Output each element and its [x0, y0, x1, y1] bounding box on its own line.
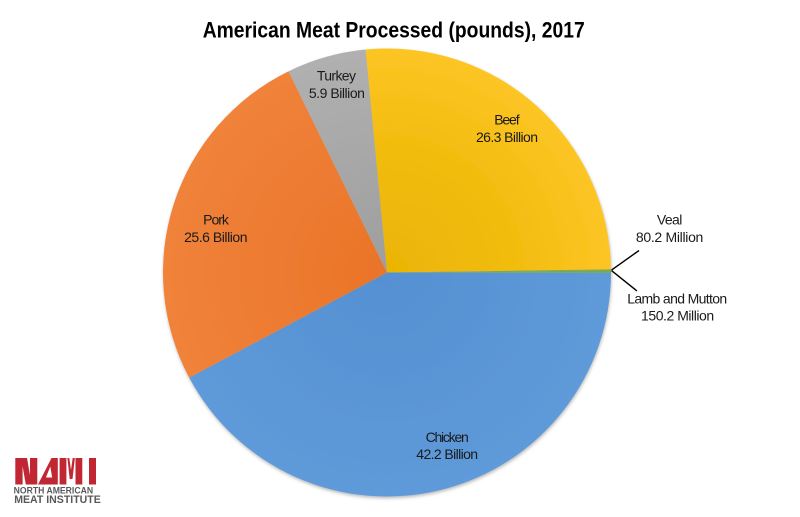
svg-text:26.3 Billion: 26.3 Billion	[476, 129, 538, 145]
svg-text:Turkey: Turkey	[317, 68, 356, 84]
svg-text:5.9 Billion: 5.9 Billion	[309, 85, 365, 101]
svg-text:80.2 Million: 80.2 Million	[636, 229, 704, 245]
svg-text:Pork: Pork	[203, 211, 230, 227]
svg-text:Chicken: Chicken	[426, 429, 469, 445]
svg-text:NORTH AMERICAN: NORTH AMERICAN	[14, 486, 94, 496]
svg-text:American Meat Processed (pound: American Meat Processed (pounds), 2017	[203, 18, 585, 43]
svg-text:Beef: Beef	[494, 112, 520, 128]
svg-text:150.2 Million: 150.2 Million	[641, 308, 714, 324]
svg-text:Veal: Veal	[657, 212, 683, 228]
svg-text:25.6 Billion: 25.6 Billion	[184, 229, 247, 245]
svg-text:Lamb and Mutton: Lamb and Mutton	[627, 290, 727, 306]
svg-text:MEAT INSTITUTE: MEAT INSTITUTE	[14, 494, 101, 506]
svg-text:42.2 Billion: 42.2 Billion	[416, 446, 478, 462]
